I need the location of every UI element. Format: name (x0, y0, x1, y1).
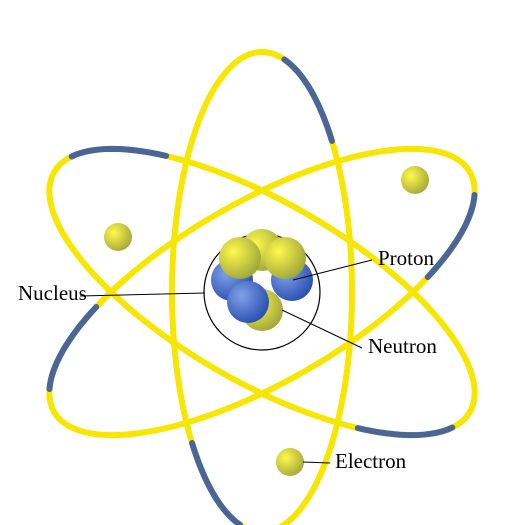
electron-0 (104, 223, 132, 251)
nucleus-label: Nucleus (18, 281, 87, 305)
nucleus-group (204, 229, 320, 350)
electron-label: Electron (335, 449, 407, 473)
proton-nucleon (227, 281, 269, 323)
neutron-label: Neutron (368, 334, 437, 358)
neutron-nucleon (219, 237, 261, 279)
nucleus-leader-line (80, 293, 205, 296)
proton-label: Proton (378, 246, 435, 270)
electron-2 (276, 448, 304, 476)
neutron-nucleon (264, 237, 306, 279)
atom-diagram: Nucleus Proton Neutron Electron (0, 0, 525, 525)
electron-1 (401, 166, 429, 194)
